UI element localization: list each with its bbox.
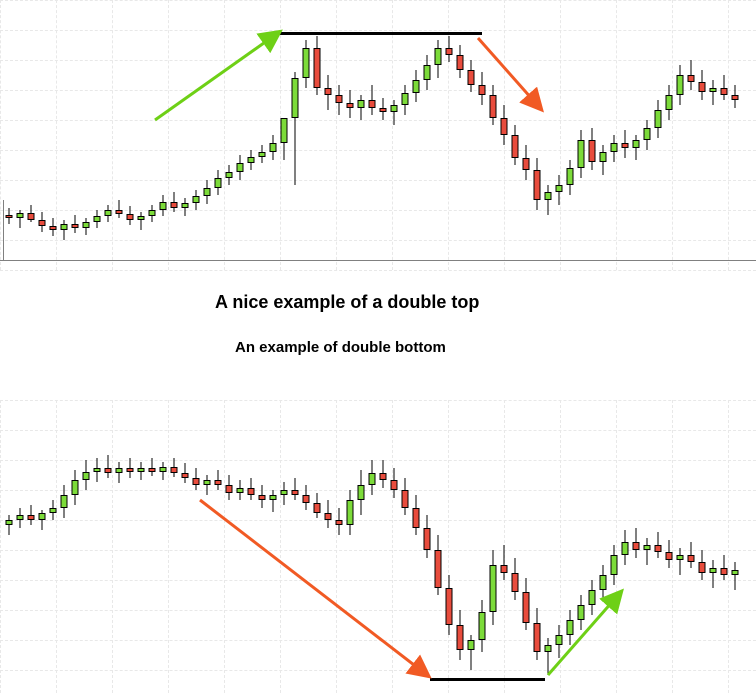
double-top-title: A nice example of a double top [215, 292, 479, 313]
double-bottom-chart [0, 400, 756, 693]
grid-line [0, 270, 756, 271]
double-top-chart [0, 0, 756, 270]
double-bottom-title: An example of double bottom [235, 339, 446, 356]
chart-container: A nice example of a double top An exampl… [0, 0, 756, 693]
trend-arrow [0, 0, 756, 270]
trend-arrow [0, 400, 756, 693]
